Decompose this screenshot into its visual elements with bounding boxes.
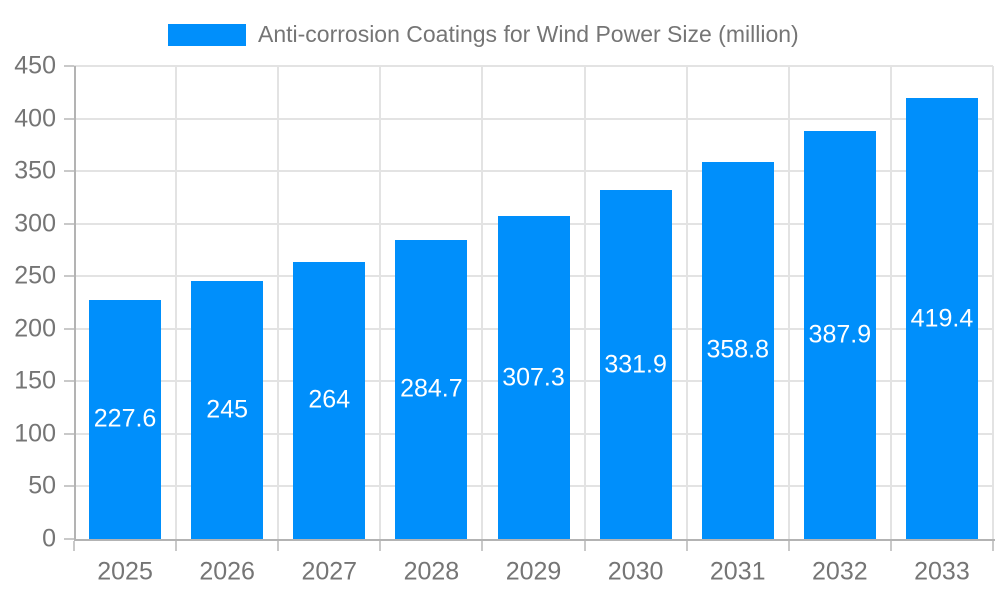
h-gridline [74, 65, 993, 67]
x-tick-label: 2031 [709, 557, 766, 586]
x-tick [685, 541, 688, 551]
bar-value-label: 419.4 [910, 304, 974, 333]
x-tick-label: 2033 [914, 557, 970, 586]
bar-value-label: 284.7 [400, 374, 463, 403]
y-tick [64, 432, 74, 435]
x-axis-line [74, 539, 995, 541]
bar[interactable]: 227.6 [89, 299, 162, 539]
bar[interactable]: 387.9 [803, 131, 876, 539]
v-gridline [175, 66, 178, 539]
x-tick-label: 2025 [97, 557, 153, 586]
y-tick [64, 222, 74, 225]
x-tick [277, 541, 280, 551]
legend-item[interactable]: Anti-corrosion Coatings for Wind Power S… [168, 21, 799, 48]
y-tick [64, 275, 74, 278]
v-gridline [583, 66, 586, 539]
bar-value-label: 331.9 [604, 350, 667, 379]
h-gridline [74, 170, 993, 173]
y-tick-label: 150 [14, 366, 56, 395]
bar[interactable]: 358.8 [701, 161, 774, 539]
plot-area: 227.6 245 264 284.7 307.3 331.9 358.8 387.9 419.… [74, 65, 994, 539]
y-tick-label: 0 [42, 524, 56, 553]
bar[interactable]: 419.4 [905, 98, 978, 539]
legend-label: Anti-corrosion Coatings for Wind Power S… [258, 21, 799, 47]
bar-value-label: 307.3 [502, 363, 565, 391]
x-tick [481, 541, 484, 551]
x-tick [992, 541, 994, 551]
x-tick [175, 541, 178, 551]
y-tick [64, 485, 74, 488]
h-gridline [74, 117, 993, 120]
x-tick [379, 541, 382, 551]
y-tick-label: 200 [14, 314, 56, 343]
v-gridline [992, 66, 994, 539]
y-tick [64, 117, 74, 120]
x-tick [889, 541, 892, 551]
v-gridline [787, 66, 790, 539]
bar[interactable]: 245 [191, 281, 264, 539]
x-tick-label: 2026 [199, 557, 255, 586]
bar[interactable]: 307.3 [497, 216, 570, 539]
bar-value-label: 264 [308, 385, 351, 414]
y-tick-label: 300 [14, 209, 56, 238]
bar-value-label: 387.9 [808, 320, 872, 349]
y-axis-line [74, 66, 76, 541]
legend-swatch [168, 23, 246, 46]
y-tick-label: 250 [14, 261, 56, 290]
v-gridline [481, 66, 484, 539]
y-tick [64, 538, 74, 540]
x-tick-label: 2030 [607, 557, 664, 586]
y-tick-label: 450 [14, 51, 56, 80]
bar-value-label: 358.8 [706, 335, 769, 364]
y-tick-label: 50 [28, 471, 56, 500]
v-gridline [685, 66, 688, 539]
y-tick-label: 350 [14, 156, 56, 185]
y-tick [64, 380, 74, 383]
y-tick-label: 400 [14, 104, 56, 133]
x-tick-label: 2029 [505, 557, 562, 586]
v-gridline [277, 66, 280, 539]
y-tick [64, 327, 74, 330]
bar[interactable]: 331.9 [599, 190, 672, 539]
x-tick [583, 541, 586, 551]
x-tick-label: 2032 [812, 557, 868, 586]
x-tick-label: 2027 [301, 557, 358, 586]
x-tick [73, 541, 75, 551]
v-gridline [379, 66, 382, 539]
y-tick-label: 100 [14, 419, 56, 448]
bar[interactable]: 284.7 [395, 239, 468, 539]
v-gridline [889, 66, 892, 539]
x-tick [787, 541, 790, 551]
y-tick [64, 170, 74, 173]
y-tick [64, 65, 74, 67]
x-tick-label: 2028 [403, 557, 460, 586]
bar[interactable]: 264 [293, 261, 366, 539]
bar-value-label: 227.6 [93, 404, 157, 433]
bar-value-label: 245 [206, 395, 249, 424]
